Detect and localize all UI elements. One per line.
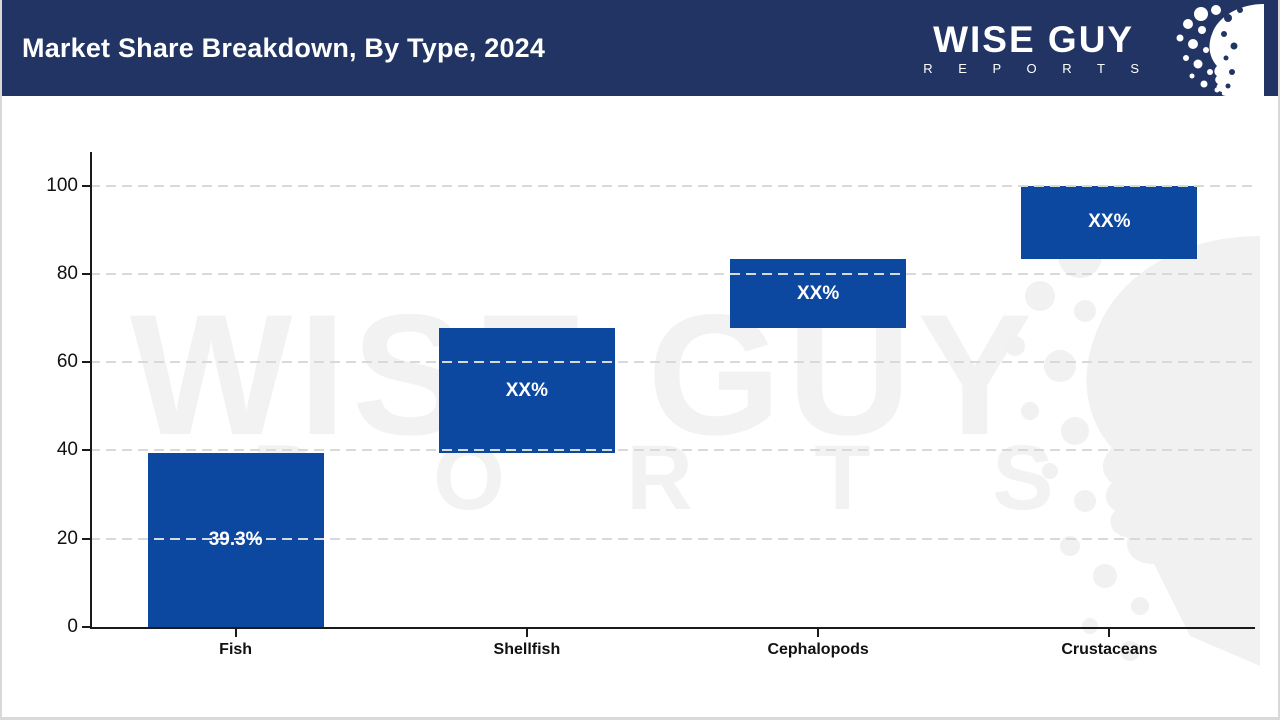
y-tick-label: 60 xyxy=(56,351,78,373)
y-axis xyxy=(90,152,92,629)
bar-label-crustaceans: XX% xyxy=(1088,211,1131,233)
gridline-40 xyxy=(90,449,1255,452)
y-tick-label: 40 xyxy=(56,439,78,461)
y-tick-label: 0 xyxy=(67,616,78,637)
x-tick xyxy=(525,629,528,637)
category-label-shellfish: Shellfish xyxy=(493,641,561,658)
y-tick-label: 80 xyxy=(56,262,78,284)
logo-face-icon xyxy=(1176,4,1264,96)
bar-cephalopods xyxy=(730,259,907,329)
y-tick xyxy=(82,537,90,540)
y-tick xyxy=(82,184,90,187)
y-tick xyxy=(82,626,90,628)
category-label-cephalopods: Cephalopods xyxy=(767,641,869,658)
gridline-60 xyxy=(90,361,1255,364)
bar-label-cephalopods: XX% xyxy=(797,282,840,304)
wiseguy-logo: WISE GUY R E P O R T S xyxy=(917,0,1264,96)
gridline-80 xyxy=(90,272,1255,275)
logo-subtitle: R E P O R T S xyxy=(923,60,1150,76)
chart-area: WISE GUY P O R T S 0 20 40 60 80 100 39.3% Fish… xyxy=(2,96,1278,717)
y-tick xyxy=(82,449,90,452)
header: Market Share Breakdown, By Type, 2024 WI… xyxy=(2,0,1278,96)
gridline-20 xyxy=(90,537,1255,540)
gridline-100 xyxy=(90,184,1255,187)
bar-crustaceans xyxy=(1021,185,1198,260)
logo-text: WISE GUY R E P O R T S xyxy=(917,18,1150,76)
x-tick xyxy=(817,629,820,637)
bar-label-fish: 39.3% xyxy=(208,529,263,551)
page-title: Market Share Breakdown, By Type, 2024 xyxy=(22,32,546,63)
bar-fish xyxy=(147,453,324,627)
bar-label-shellfish: XX% xyxy=(505,379,548,401)
bar-shellfish xyxy=(438,328,615,454)
watermark-text-2: P O R T S xyxy=(252,427,1102,529)
logo-wordmark: WISE GUY xyxy=(933,18,1135,60)
category-label-fish: Fish xyxy=(219,641,253,658)
y-tick-label: 20 xyxy=(56,527,78,549)
y-tick xyxy=(82,361,90,364)
category-label-crustaceans: Crustaceans xyxy=(1061,641,1158,658)
y-tick xyxy=(82,272,90,275)
x-axis xyxy=(90,627,1255,629)
y-tick-label: 100 xyxy=(46,174,78,196)
x-tick xyxy=(234,629,237,637)
x-tick xyxy=(1108,629,1111,637)
